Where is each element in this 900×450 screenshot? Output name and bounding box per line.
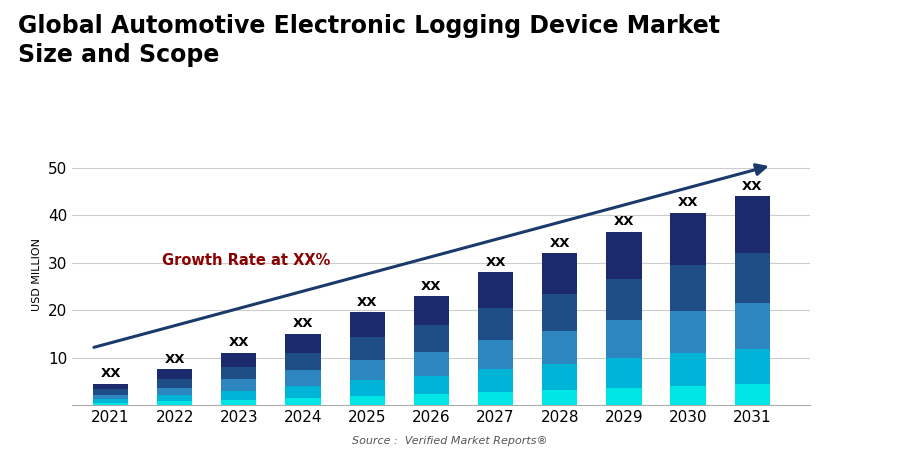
Bar — [285, 370, 320, 386]
Bar — [414, 376, 449, 394]
Text: Global Automotive Electronic Logging Device Market
Size and Scope: Global Automotive Electronic Logging Dev… — [18, 14, 720, 67]
Bar — [670, 311, 706, 353]
Text: XX: XX — [357, 296, 377, 309]
Bar — [478, 340, 513, 369]
Bar — [157, 369, 193, 379]
Bar — [734, 303, 770, 349]
Bar — [93, 399, 128, 403]
Y-axis label: USD MILLION: USD MILLION — [32, 238, 42, 311]
Bar — [157, 396, 193, 401]
Bar — [349, 312, 385, 338]
Bar — [349, 396, 385, 405]
Bar — [478, 392, 513, 405]
Bar — [349, 360, 385, 380]
Bar — [414, 394, 449, 405]
Text: XX: XX — [614, 216, 634, 229]
Bar — [221, 353, 256, 367]
Bar — [478, 308, 513, 340]
Bar — [542, 331, 578, 364]
Text: XX: XX — [421, 279, 442, 292]
Bar — [670, 386, 706, 405]
Bar — [157, 387, 193, 396]
Bar — [285, 334, 320, 353]
Bar — [670, 353, 706, 386]
Bar — [221, 391, 256, 400]
Bar — [285, 386, 320, 398]
Bar — [414, 351, 449, 376]
Bar — [349, 380, 385, 396]
Bar — [157, 401, 193, 405]
Bar — [607, 358, 642, 388]
Bar — [414, 325, 449, 351]
Text: XX: XX — [742, 180, 762, 193]
Bar — [349, 338, 385, 360]
Bar — [734, 252, 770, 303]
Text: XX: XX — [229, 337, 249, 350]
Bar — [478, 369, 513, 392]
Bar — [542, 253, 578, 294]
Bar — [285, 353, 320, 370]
Bar — [221, 367, 256, 379]
Bar — [93, 384, 128, 389]
Bar — [157, 379, 193, 387]
Bar — [734, 196, 770, 252]
Text: XX: XX — [485, 256, 506, 269]
Bar — [93, 395, 128, 399]
Bar — [607, 320, 642, 358]
Bar — [478, 272, 513, 308]
Bar — [542, 390, 578, 405]
Bar — [542, 364, 578, 390]
Bar — [734, 384, 770, 405]
Bar — [607, 232, 642, 279]
Bar — [670, 213, 706, 265]
Bar — [93, 403, 128, 405]
Bar — [542, 294, 578, 331]
Bar — [93, 389, 128, 395]
Bar — [285, 398, 320, 405]
Text: XX: XX — [100, 367, 121, 380]
Text: XX: XX — [678, 197, 698, 210]
Text: XX: XX — [165, 353, 184, 366]
Bar — [607, 279, 642, 320]
Bar — [670, 265, 706, 311]
Text: Growth Rate at XX%: Growth Rate at XX% — [162, 253, 330, 268]
Bar — [607, 388, 642, 405]
Text: XX: XX — [292, 318, 313, 330]
Text: Source :  Verified Market Reports®: Source : Verified Market Reports® — [352, 436, 548, 446]
Bar — [221, 400, 256, 405]
Bar — [221, 379, 256, 391]
Bar — [414, 296, 449, 325]
Bar — [734, 349, 770, 384]
Text: XX: XX — [550, 237, 570, 250]
